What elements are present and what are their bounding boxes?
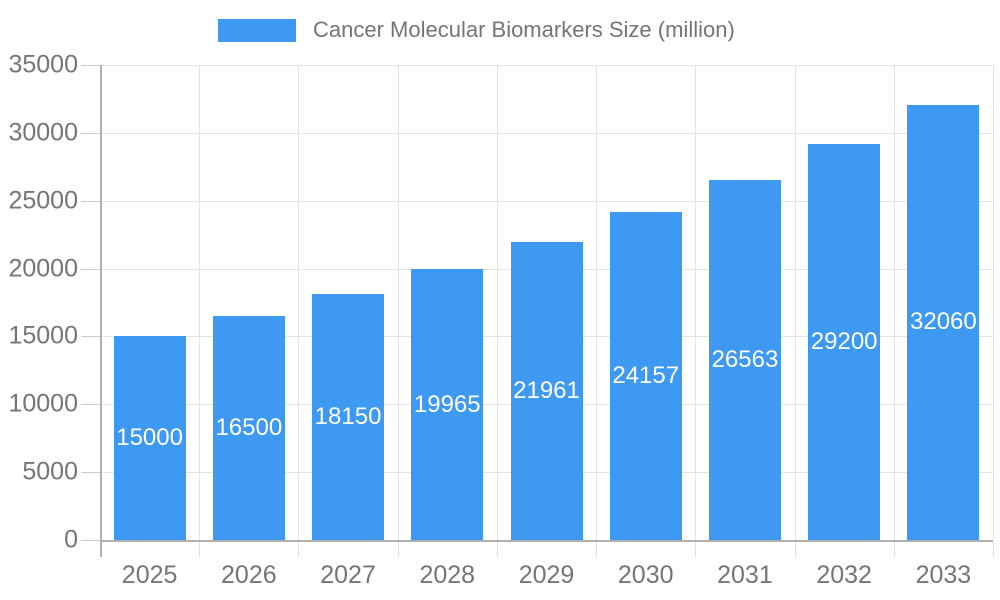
vertical-gridline bbox=[596, 65, 598, 540]
vertical-gridline bbox=[893, 65, 895, 540]
vertical-gridline bbox=[794, 65, 796, 540]
x-axis-tick bbox=[893, 542, 895, 557]
vertical-gridline bbox=[397, 65, 399, 540]
x-axis-label: 2028 bbox=[419, 561, 476, 589]
legend-swatch bbox=[218, 19, 296, 42]
x-axis-label: 2025 bbox=[121, 561, 178, 589]
x-axis-tick bbox=[695, 542, 697, 557]
y-axis-label: 10000 bbox=[8, 389, 78, 418]
bar-2026[interactable] bbox=[212, 316, 285, 540]
y-axis-label: 5000 bbox=[22, 457, 78, 486]
x-axis-tick bbox=[993, 542, 994, 557]
vertical-gridline bbox=[298, 65, 300, 540]
y-axis-label: 20000 bbox=[8, 254, 78, 283]
bar-value-label: 32060 bbox=[910, 308, 977, 336]
x-axis-label: 2031 bbox=[717, 561, 773, 589]
vertical-gridline bbox=[695, 65, 697, 540]
y-axis-tick bbox=[81, 132, 100, 134]
bar-value-label: 29200 bbox=[810, 327, 878, 355]
x-axis-label: 2030 bbox=[617, 561, 674, 589]
bar-2032[interactable] bbox=[808, 143, 881, 540]
y-axis-label: 25000 bbox=[8, 186, 78, 215]
bar-value-label: 26563 bbox=[711, 345, 779, 373]
bar-2033[interactable] bbox=[907, 104, 980, 540]
x-axis-tick bbox=[199, 542, 201, 557]
x-axis-tick bbox=[596, 542, 598, 557]
y-axis-tick bbox=[81, 404, 100, 406]
bar-2030[interactable] bbox=[609, 212, 682, 540]
horizontal-gridline bbox=[100, 200, 993, 202]
bar-2029[interactable] bbox=[510, 241, 583, 540]
x-axis-tick bbox=[496, 542, 498, 557]
x-axis-tick bbox=[397, 542, 399, 557]
x-axis-tick bbox=[794, 542, 796, 557]
y-axis-tick bbox=[81, 200, 100, 202]
y-axis-label: 0 bbox=[64, 525, 78, 554]
bar-value-label: 24157 bbox=[612, 362, 680, 390]
bar-2031[interactable] bbox=[708, 179, 781, 540]
bar-value-label: 21961 bbox=[513, 376, 580, 404]
y-axis-label: 35000 bbox=[8, 50, 78, 79]
x-axis-tick bbox=[298, 542, 300, 557]
horizontal-gridline bbox=[100, 65, 993, 66]
bar-2025[interactable] bbox=[113, 336, 186, 540]
y-axis-tick bbox=[81, 472, 100, 474]
y-axis-label: 15000 bbox=[8, 321, 78, 350]
x-axis-label: 2033 bbox=[915, 561, 972, 589]
y-axis-tick bbox=[81, 65, 100, 66]
x-axis-line bbox=[100, 540, 993, 542]
bar-2027[interactable] bbox=[312, 293, 385, 540]
x-axis-label: 2032 bbox=[816, 561, 872, 589]
y-axis-label: 30000 bbox=[8, 118, 78, 147]
vertical-gridline bbox=[993, 65, 994, 540]
bar-value-label: 15000 bbox=[116, 424, 183, 452]
x-axis-label: 2029 bbox=[518, 561, 575, 589]
bar-2028[interactable] bbox=[411, 269, 484, 540]
y-axis-tick bbox=[81, 540, 100, 541]
vertical-gridline bbox=[496, 65, 498, 540]
bar-value-label: 19965 bbox=[413, 390, 481, 418]
y-axis-line bbox=[100, 65, 102, 557]
x-axis-label: 2027 bbox=[320, 561, 376, 589]
y-axis-tick bbox=[81, 268, 100, 270]
bar-value-label: 18150 bbox=[314, 402, 382, 430]
bar-value-label: 16500 bbox=[215, 414, 283, 442]
x-axis-label: 2026 bbox=[221, 561, 277, 589]
y-axis-tick bbox=[81, 336, 100, 338]
legend-label: Cancer Molecular Biomarkers Size (millio… bbox=[313, 17, 735, 42]
vertical-gridline bbox=[199, 65, 201, 540]
horizontal-gridline bbox=[100, 132, 993, 134]
